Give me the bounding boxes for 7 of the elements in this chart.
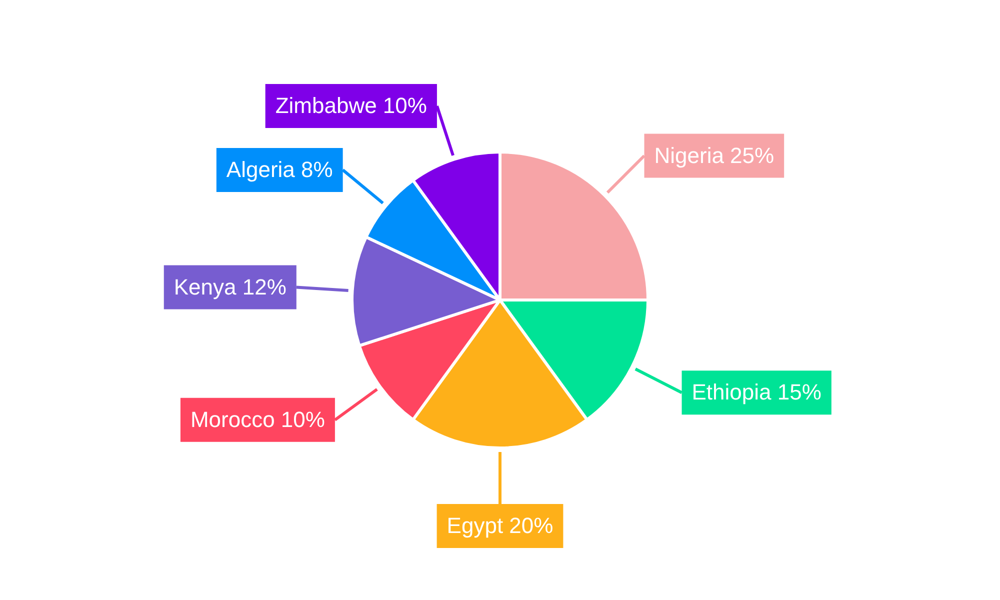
slice-label: Algeria 8%	[226, 157, 333, 182]
slice-label: Ethiopia 15%	[692, 380, 822, 405]
slice-label: Nigeria 25%	[654, 142, 774, 168]
slice-label: Morocco 10%	[190, 406, 325, 432]
slice-label: Egypt 20%	[446, 513, 554, 538]
slice-label: Zimbabwe 10%	[275, 93, 427, 118]
slice-label: Kenya 12%	[174, 274, 286, 300]
